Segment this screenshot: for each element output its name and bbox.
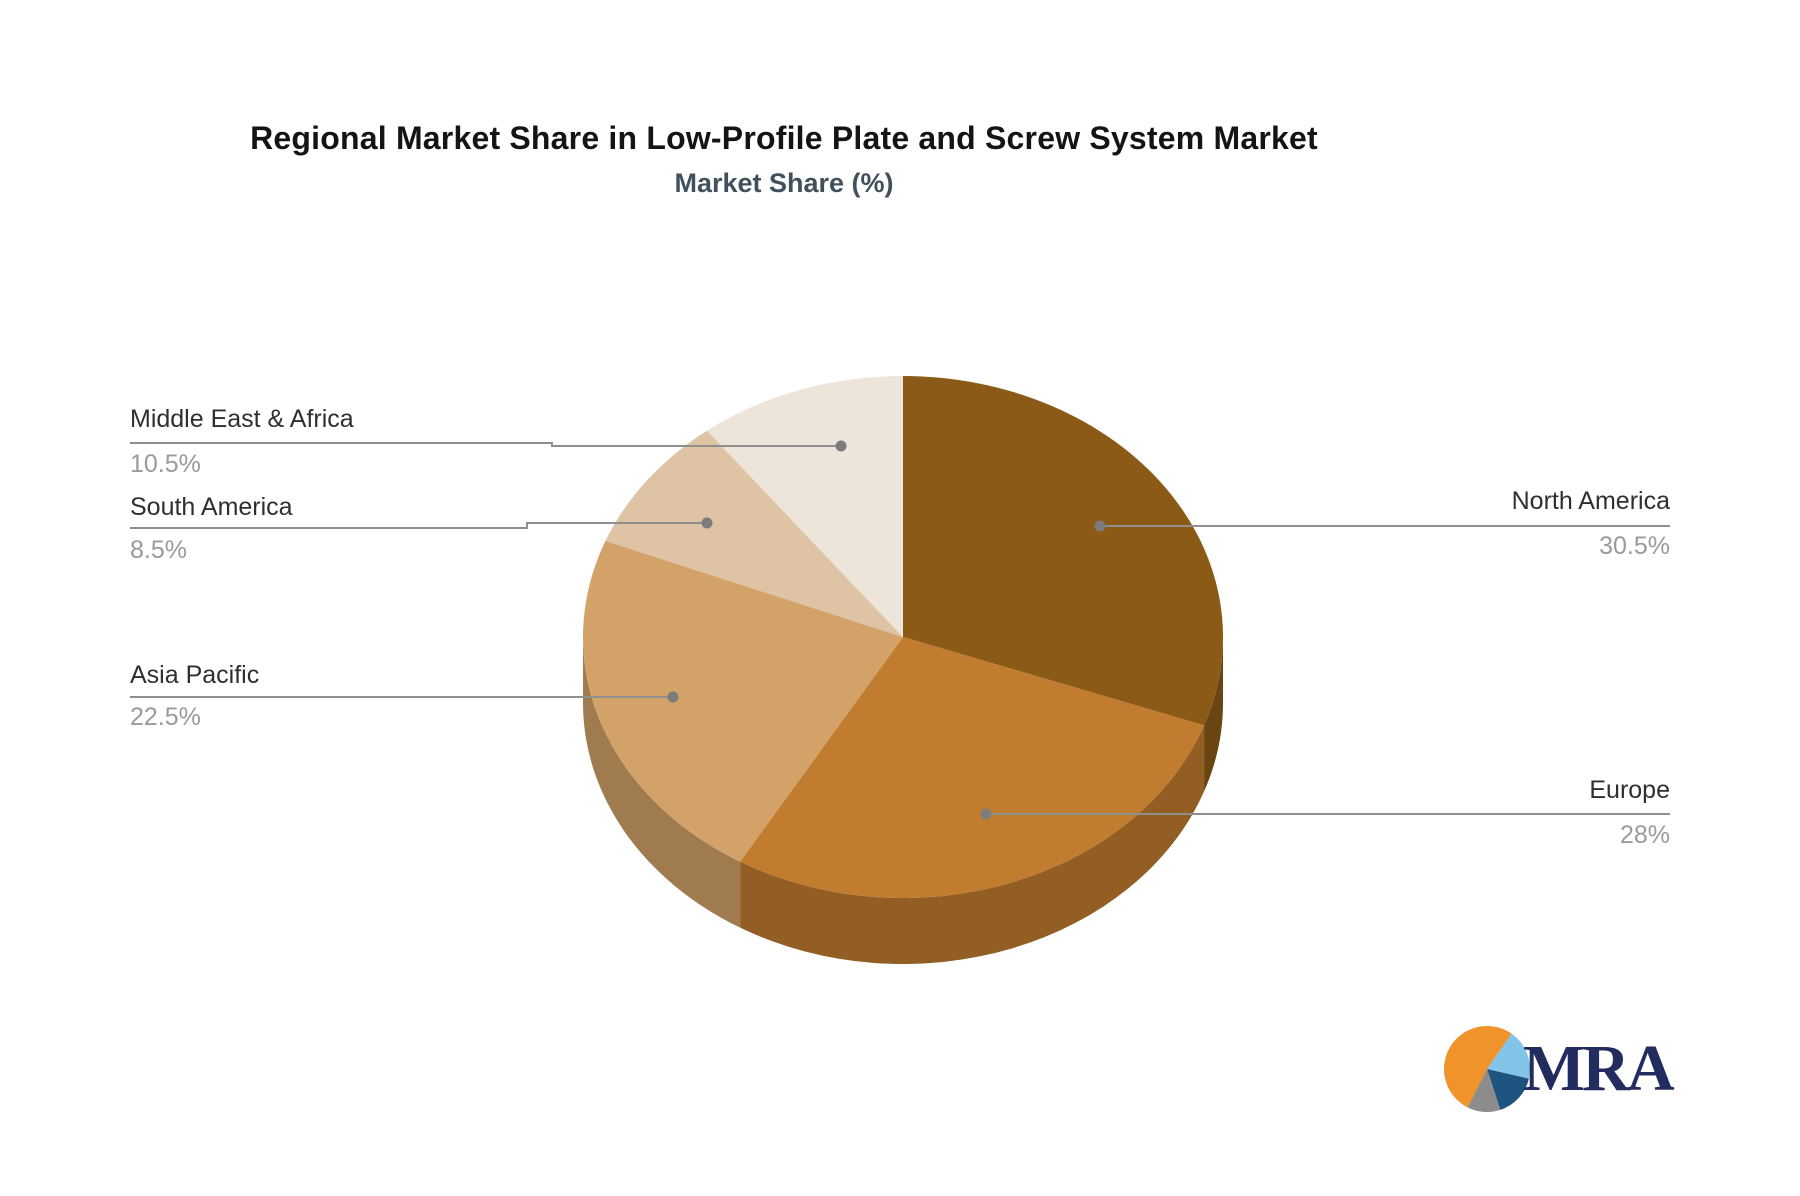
slice-value-asia-pacific: 22.5% (130, 703, 201, 731)
logo-pie-segment (1467, 1069, 1501, 1112)
logo-pie-segment (1487, 1069, 1529, 1110)
chart-title: Regional Market Share in Low-Profile Pla… (250, 120, 1318, 156)
pie-slice[interactable] (605, 430, 903, 637)
slice-label-north-america: North America (1511, 487, 1670, 515)
pie-slice-rim (740, 725, 1205, 965)
mra-logo-pie-icon (1444, 1026, 1530, 1112)
mra-logo[interactable]: MRA (1443, 1025, 1675, 1113)
callout-line (130, 522, 707, 529)
pie-slice[interactable] (706, 376, 903, 637)
slice-label-south-america: South America (130, 493, 293, 521)
pie-slice[interactable] (582, 540, 903, 862)
slice-value-south-america: 8.5% (130, 536, 187, 564)
callout-dot (980, 808, 992, 820)
slice-value-middle-east-africa: 10.5% (130, 450, 201, 478)
slice-value-north-america: 30.5% (1599, 532, 1670, 560)
pie-slice[interactable] (740, 637, 1205, 898)
callout-dot (701, 517, 713, 529)
chart-subtitle: Market Share (%) (674, 168, 894, 198)
slice-label-europe: Europe (1589, 776, 1670, 804)
mra-logo-text: MRA (1523, 1032, 1675, 1105)
logo-pie-segment (1487, 1033, 1530, 1079)
logo-pie-segment (1444, 1026, 1487, 1108)
pie-slice-rim (1204, 637, 1223, 792)
slice-label-middle-east-africa: Middle East & Africa (130, 405, 354, 433)
slice-value-europe: 28% (1619, 821, 1670, 849)
pie-slice-rim (583, 637, 741, 928)
callout-dot (1094, 520, 1106, 532)
logo-pie-segment (1487, 1026, 1512, 1069)
callout-dot (667, 691, 679, 703)
pie-slice[interactable] (903, 376, 1223, 726)
callout-line (130, 442, 841, 447)
callout-dot (835, 440, 847, 452)
slice-label-asia-pacific: Asia Pacific (130, 661, 260, 689)
